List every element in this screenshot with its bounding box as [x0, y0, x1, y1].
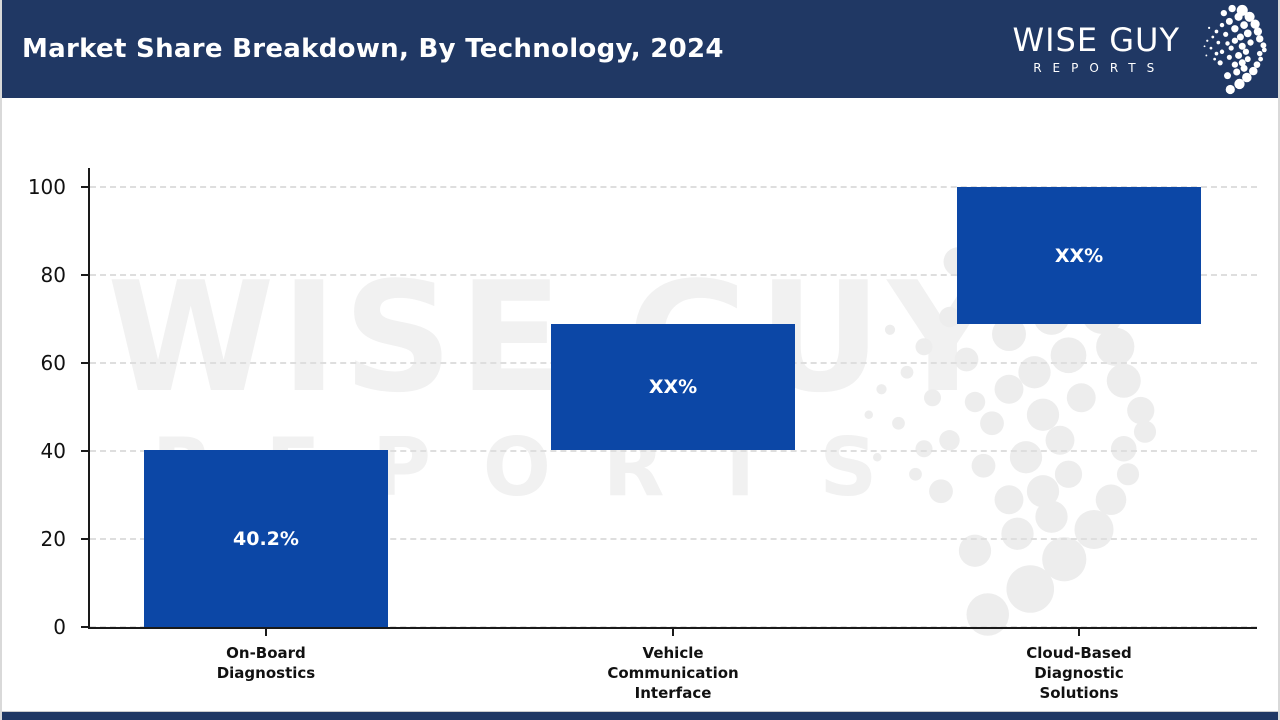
- y-axis-line: [88, 168, 90, 629]
- logo-text: WISE GUY REPORTS: [1012, 24, 1180, 75]
- bar-segment-1: XX%: [551, 324, 796, 451]
- y-tick-mark-0: [81, 626, 88, 628]
- y-tick-mark-100: [81, 185, 88, 188]
- y-tick-label-20: 20: [40, 527, 66, 551]
- bar-segment-0: 40.2%: [143, 450, 388, 627]
- x-tick-mark-1: [672, 629, 675, 636]
- logo-brand-name: WISE GUY: [1012, 20, 1180, 59]
- bar-value-label-2: XX%: [1054, 244, 1104, 267]
- gridline-80: [90, 273, 1257, 276]
- x-category-label-1: Vehicle Communication Interface: [607, 644, 739, 702]
- gridline-100: [90, 185, 1257, 188]
- footer-bar: [2, 712, 1278, 720]
- y-tick-label-0: 0: [53, 615, 66, 639]
- y-tick-label-60: 60: [40, 350, 66, 375]
- x-axis-line: [88, 627, 1257, 629]
- x-tick-mark-2: [1078, 629, 1081, 636]
- x-category-label-0: On-Board Diagnostics: [216, 644, 316, 682]
- bar-value-label-0: 40.2%: [233, 527, 299, 550]
- y-tick-mark-80: [81, 273, 88, 276]
- bar-value-label-1: XX%: [648, 376, 698, 399]
- gridline-20: [90, 538, 1257, 540]
- wiseguy-dotted-head-icon: [1203, 4, 1267, 95]
- header-bar: Market Share Breakdown, By Technology, 2…: [2, 0, 1278, 98]
- page-title: Market Share Breakdown, By Technology, 2…: [22, 34, 724, 64]
- y-tick-mark-60: [81, 361, 88, 364]
- y-axis-tick-labels: 0 20 40 60 80 100: [2, 168, 82, 639]
- gridline-40: [90, 449, 1257, 452]
- y-tick-mark-40: [81, 449, 88, 452]
- y-tick-label-40: 40: [40, 438, 66, 463]
- y-tick-mark-20: [81, 538, 88, 540]
- x-tick-mark-0: [264, 629, 267, 636]
- x-category-label-2: Cloud-Based Diagnostic Solutions: [1026, 644, 1132, 702]
- y-tick-label-100: 100: [27, 174, 66, 199]
- footer-divider: [2, 711, 1278, 712]
- logo-brand-subtitle: REPORTS: [1033, 60, 1166, 75]
- wiseguy-logo: WISE GUY REPORTS: [1012, 0, 1268, 98]
- bar-segment-2: XX%: [957, 186, 1202, 325]
- plot-area: 40.2% On-Board Diagnostics XX% Vehicle Commun…: [81, 168, 1257, 702]
- y-tick-label-80: 80: [40, 262, 66, 287]
